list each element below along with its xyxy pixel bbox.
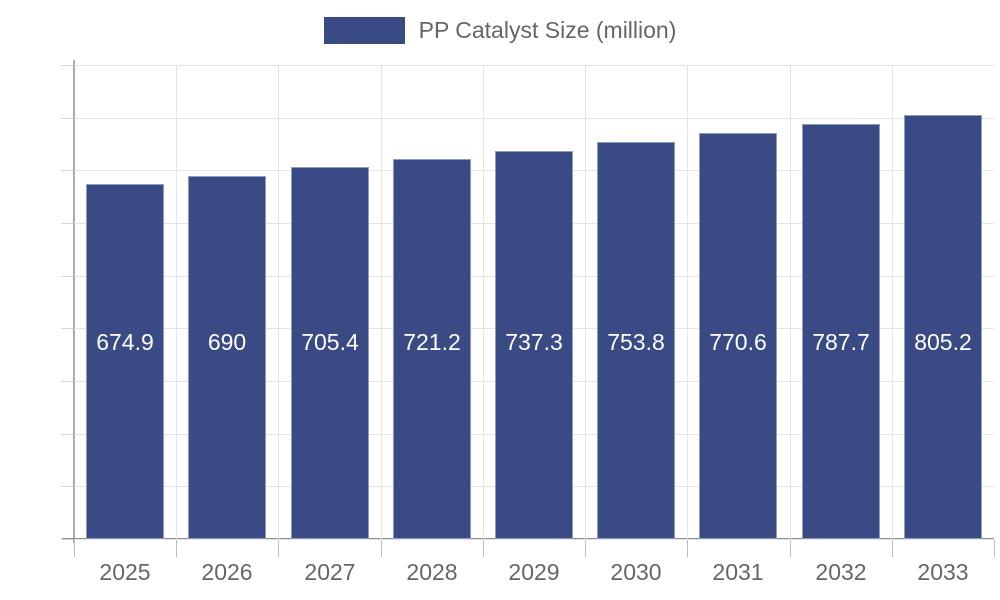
x-tick-mark: [585, 540, 586, 557]
gridline-horizontal: [74, 118, 994, 119]
chart-legend: PP Catalyst Size (million): [0, 8, 1000, 52]
y-axis-spine: [73, 60, 75, 543]
legend-entry-pp-catalyst-size[interactable]: PP Catalyst Size (million): [323, 16, 677, 44]
gridline-horizontal: [74, 539, 994, 540]
gridline-vertical: [278, 65, 279, 539]
x-tick-label: 2029: [508, 559, 560, 585]
y-tick-mark: [61, 276, 73, 277]
bar[interactable]: [393, 159, 471, 539]
x-tick-label: 2028: [406, 559, 458, 585]
x-tick-mark: [483, 540, 484, 557]
x-tick-label: 2026: [201, 559, 253, 585]
x-tick-label: 2025: [99, 559, 151, 585]
bar[interactable]: [597, 142, 675, 539]
x-tick-mark: [74, 540, 75, 557]
x-tick-label: 2031: [712, 559, 764, 585]
legend-label: PP Catalyst Size (million): [418, 16, 677, 43]
x-tick-label: 2030: [610, 559, 662, 585]
x-tick-mark: [278, 540, 279, 557]
y-tick-mark: [61, 486, 73, 487]
y-tick-mark: [61, 223, 73, 224]
x-tick-mark: [176, 540, 177, 557]
gridline-vertical: [381, 65, 382, 539]
legend-color-swatch: [323, 16, 405, 44]
bar[interactable]: [495, 151, 573, 539]
gridline-vertical: [687, 65, 688, 539]
y-tick-mark: [61, 381, 73, 382]
y-tick-mark: [61, 65, 73, 66]
x-tick-label: 2033: [917, 559, 969, 585]
plot-area: 674.9 690 705.4 721.2 737.3 753.8 770.6 787.7 80…: [74, 65, 994, 540]
x-tick-mark: [790, 540, 791, 557]
bar[interactable]: [802, 124, 880, 539]
gridline-vertical: [176, 65, 177, 539]
y-tick-mark: [61, 170, 73, 171]
x-tick-mark: [892, 540, 893, 557]
x-tick-mark: [687, 540, 688, 557]
y-tick-mark: [61, 328, 73, 329]
x-tick-mark: [994, 540, 995, 557]
bar[interactable]: [904, 115, 982, 539]
gridline-vertical: [483, 65, 484, 539]
gridline-vertical: [790, 65, 791, 539]
x-tick-label: 2032: [815, 559, 867, 585]
bar[interactable]: [699, 133, 777, 539]
gridline-vertical: [585, 65, 586, 539]
bar[interactable]: [188, 176, 266, 539]
y-tick-mark: [61, 118, 73, 119]
y-tick-mark: [61, 434, 73, 435]
gridline-horizontal: [74, 65, 994, 66]
bar[interactable]: [291, 167, 369, 539]
x-tick-mark: [381, 540, 382, 557]
x-tick-label: 2027: [304, 559, 356, 585]
bar[interactable]: [86, 184, 164, 539]
gridline-vertical: [892, 65, 893, 539]
y-tick-mark: [61, 539, 73, 540]
